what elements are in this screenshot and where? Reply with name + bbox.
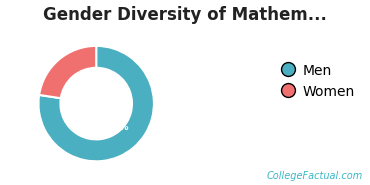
Text: 77.4%: 77.4% — [97, 123, 129, 132]
Wedge shape — [39, 46, 96, 98]
Wedge shape — [38, 46, 154, 161]
Text: Gender Diversity of Mathem...: Gender Diversity of Mathem... — [43, 6, 327, 23]
Text: CollegeFactual.com: CollegeFactual.com — [266, 171, 363, 181]
Legend: Men, Women: Men, Women — [281, 60, 359, 103]
